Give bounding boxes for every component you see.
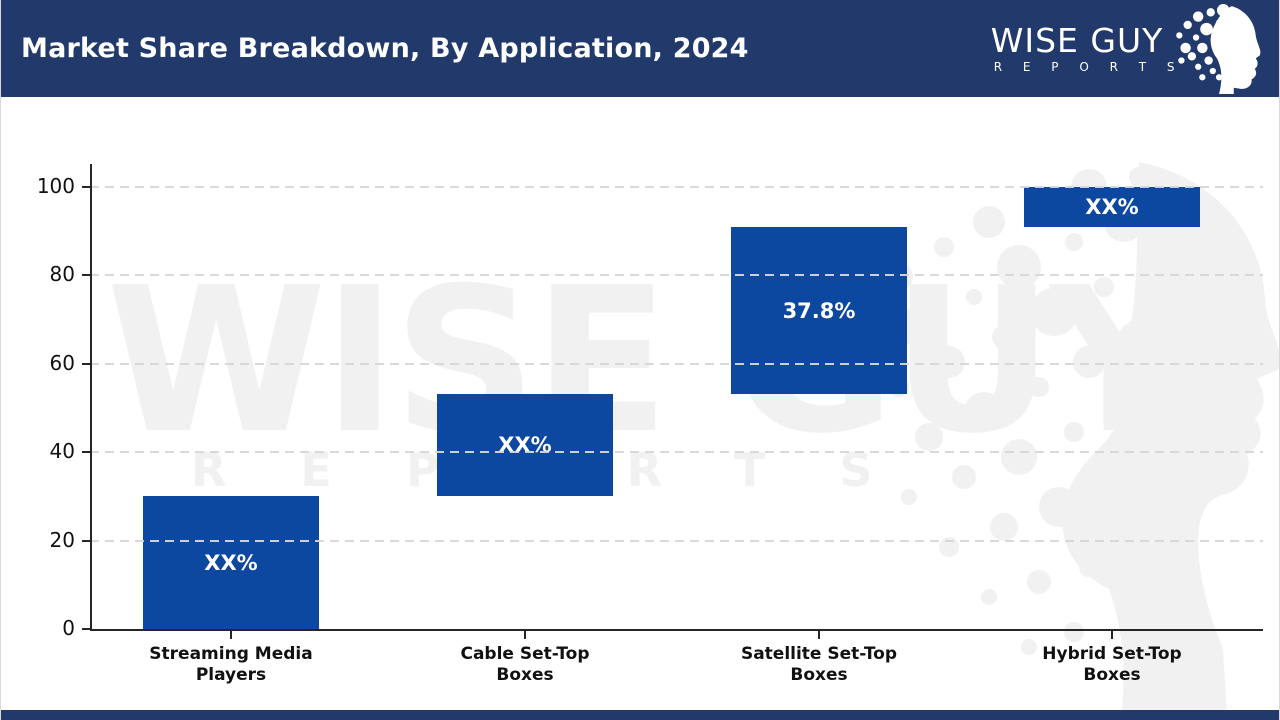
x-tick-4	[1111, 631, 1113, 639]
chart-title: Market Share Breakdown, By Application, …	[21, 33, 749, 64]
y-tick-0	[82, 628, 90, 630]
logo-wordmark: WISE GUY	[990, 20, 1164, 60]
gridline-100	[90, 185, 1263, 188]
x-tick-2	[524, 631, 526, 639]
x-category-label-2: Cable Set-Top Boxes	[460, 644, 590, 685]
x-category-label-1: Streaming Media Players	[149, 644, 313, 685]
y-tick-label-80: 80	[49, 262, 75, 286]
logo-subtitle: R E P O R T S	[993, 59, 1183, 74]
header-bar: Market Share Breakdown, By Application, …	[1, 0, 1279, 97]
bar-1: XX%	[143, 496, 319, 629]
wiseguy-logo-text: WISE GUY R E P O R T S	[991, 24, 1183, 74]
y-tick-60	[82, 362, 90, 365]
y-tick-label-60: 60	[49, 350, 75, 375]
y-tick-label-40: 40	[49, 439, 75, 463]
watermark-wordmark: WISE GUY	[106, 245, 1195, 478]
bar-value-label-2: XX%	[498, 433, 552, 458]
gridline-40	[90, 451, 1263, 453]
y-tick-20	[82, 539, 90, 542]
wiseguy-logo: WISE GUY R E P O R T S	[991, 3, 1265, 94]
x-axis-spine	[90, 629, 1263, 631]
gridline-80	[90, 274, 1263, 276]
bar-3: 37.8%	[731, 227, 907, 395]
plot-area: 0 20 40 60 80 100 XX% Streaming Media Players XX…	[1, 97, 1279, 710]
bar-value-label-4: XX%	[1085, 194, 1139, 219]
x-tick-3	[818, 631, 820, 639]
x-category-label-4: Hybrid Set-Top Boxes	[1042, 644, 1182, 685]
y-tick-40	[82, 451, 90, 453]
footer-bar	[1, 710, 1279, 720]
y-tick-label-100: 100	[36, 173, 75, 198]
y-tick-label-20: 20	[49, 527, 75, 552]
logo-face-icon	[1176, 3, 1261, 94]
y-tick-100	[82, 185, 90, 188]
bar-2: XX%	[437, 394, 613, 497]
y-axis-spine	[90, 164, 92, 631]
bar-value-label-1: XX%	[204, 550, 258, 575]
gridline-20	[90, 539, 1263, 542]
gridline-60	[90, 362, 1263, 365]
x-tick-1	[230, 631, 232, 639]
x-category-label-3: Satellite Set-Top Boxes	[740, 644, 898, 685]
bar-4: XX%	[1024, 186, 1200, 228]
y-tick-label-0: 0	[62, 616, 75, 640]
y-tick-80	[82, 274, 90, 276]
bar-value-label-3: 37.8%	[782, 298, 856, 323]
